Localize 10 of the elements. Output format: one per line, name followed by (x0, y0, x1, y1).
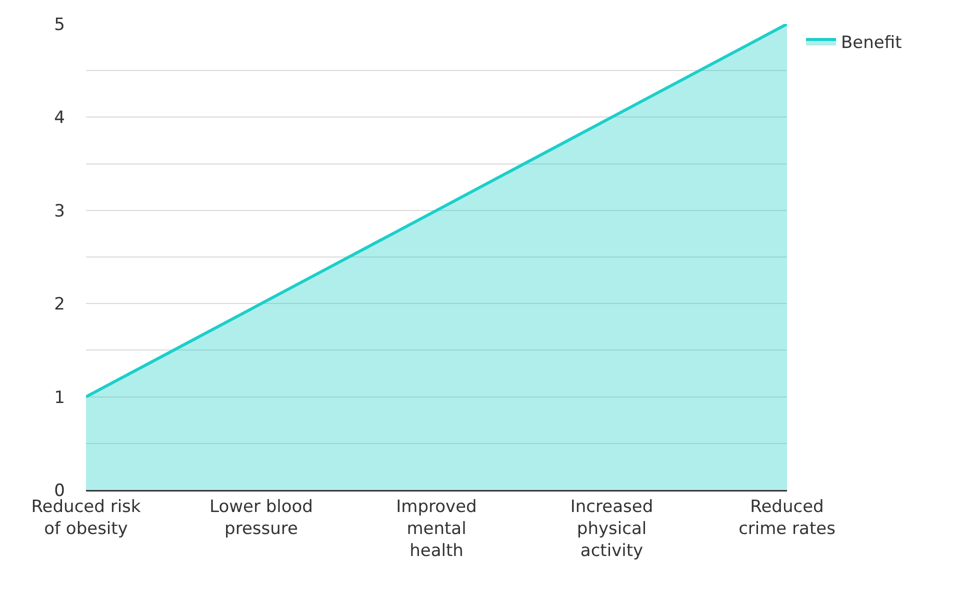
y-tick-label: 2 (54, 294, 65, 315)
y-tick-label: 5 (54, 14, 65, 35)
x-tick-label: Lower blood pressure (210, 496, 313, 539)
y-tick-label: 3 (54, 201, 65, 222)
y-tick-label: 1 (54, 388, 65, 408)
y-tick-label: 4 (54, 108, 65, 128)
legend-label: Benefit (841, 33, 902, 54)
x-tick-label: Reduced crime rates (738, 496, 836, 539)
x-tick-label: Increased physical activity (570, 496, 654, 562)
x-tick-label: Improved mental health (396, 496, 477, 562)
